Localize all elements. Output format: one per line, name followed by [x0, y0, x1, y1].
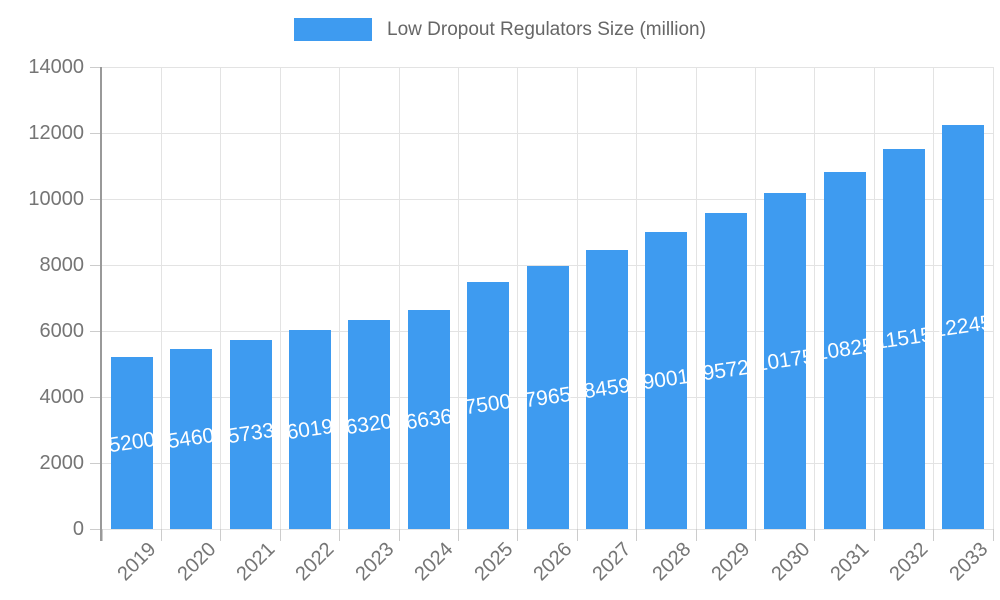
y-axis-tick [90, 66, 100, 68]
bar-2031[interactable] [823, 171, 866, 529]
bar-2026[interactable] [526, 266, 569, 529]
x-axis-tick [695, 529, 697, 541]
bar-2030[interactable] [764, 193, 807, 529]
y-axis-tick [90, 198, 100, 200]
x-axis-tick [636, 529, 638, 541]
gridline-horizontal [102, 66, 993, 68]
x-axis-tick [279, 529, 281, 541]
x-axis-tick [220, 529, 222, 541]
x-axis-tick [576, 529, 578, 541]
bar-2032[interactable] [882, 149, 925, 529]
y-axis-tick [90, 330, 100, 332]
bar-2024[interactable] [407, 310, 450, 529]
gridline-vertical [992, 67, 994, 529]
y-axis-tick [90, 396, 100, 398]
plot-area: 5200 5460 5733 6019 6320 6636 7500 7965 8459 9001… [28, 57, 994, 585]
x-axis-label-2033: 2033 [945, 538, 993, 586]
gridline-vertical [814, 67, 816, 529]
bar-value-label: 12245 [932, 311, 994, 342]
gridline-vertical [160, 67, 162, 529]
gridline-vertical [695, 67, 697, 529]
legend-label: Low Dropout Regulators Size (million) [387, 18, 706, 40]
gridline-vertical [754, 67, 756, 529]
gridline-vertical [576, 67, 578, 529]
gridline-vertical [220, 67, 222, 529]
gridline-vertical [339, 67, 341, 529]
x-axis-tick [160, 529, 162, 541]
bar-2029[interactable] [704, 213, 747, 529]
x-axis-tick [457, 529, 459, 541]
x-axis-label-2029: 2029 [707, 538, 755, 586]
gridline-horizontal [102, 132, 993, 134]
bar-2021[interactable] [229, 339, 272, 529]
x-axis-label-2019: 2019 [113, 538, 161, 586]
bar-2019[interactable] [110, 357, 153, 529]
gridline-vertical [636, 67, 638, 529]
x-axis-label-2024: 2024 [410, 538, 458, 586]
x-axis-label-2027: 2027 [588, 538, 636, 586]
x-axis-label-2022: 2022 [291, 538, 339, 586]
bar-2028[interactable] [645, 231, 688, 529]
gridline-vertical [873, 67, 875, 529]
x-axis-tick [754, 529, 756, 541]
x-axis-tick [517, 529, 519, 541]
y-axis-tick [90, 528, 100, 530]
x-axis-label-2028: 2028 [648, 538, 696, 586]
x-axis-tick [398, 529, 400, 541]
bar-2027[interactable] [585, 249, 628, 529]
y-axis-label: 10000 [28, 188, 84, 210]
y-axis-label: 6000 [39, 320, 85, 342]
y-axis-tick [90, 264, 100, 266]
gridline-vertical [457, 67, 459, 529]
y-axis-label: 4000 [39, 386, 85, 408]
x-axis-tick [814, 529, 816, 541]
bar-2020[interactable] [170, 348, 213, 529]
x-axis-label-2023: 2023 [351, 538, 399, 586]
gridline-vertical [398, 67, 400, 529]
x-axis-tick [873, 529, 875, 541]
x-axis-tick [101, 529, 103, 541]
x-axis-tick [992, 529, 994, 541]
y-axis-label: 12000 [28, 122, 84, 144]
x-axis-tick [933, 529, 935, 541]
bar-2023[interactable] [348, 320, 391, 529]
bar-2033[interactable] [942, 124, 985, 529]
legend-swatch[interactable] [294, 18, 373, 41]
y-axis-label: 2000 [39, 452, 85, 474]
x-axis-tick [339, 529, 341, 541]
x-axis-label-2031: 2031 [826, 538, 874, 586]
x-axis-label-2020: 2020 [172, 538, 220, 586]
gridline-horizontal [102, 198, 993, 200]
y-axis-label: 14000 [28, 56, 84, 78]
bar-2025[interactable] [467, 281, 510, 529]
y-axis-tick [90, 462, 100, 464]
y-axis-line [100, 67, 102, 541]
gridline-horizontal [102, 528, 993, 530]
y-axis-label: 8000 [39, 254, 85, 276]
x-axis-label-2021: 2021 [232, 538, 280, 586]
y-axis-label: 0 [72, 518, 84, 540]
gridline-vertical [279, 67, 281, 529]
bar-2022[interactable] [288, 330, 331, 529]
y-axis-tick [90, 132, 100, 134]
x-axis-label-2032: 2032 [885, 538, 933, 586]
chart-legend[interactable]: Low Dropout Regulators Size (million) [0, 18, 1000, 41]
x-axis-label-2025: 2025 [469, 538, 517, 586]
x-axis-label-2030: 2030 [766, 538, 814, 586]
gridline-vertical [517, 67, 519, 529]
gridline-vertical [933, 67, 935, 529]
x-axis-label-2026: 2026 [529, 538, 577, 586]
gridline-horizontal [102, 264, 993, 266]
